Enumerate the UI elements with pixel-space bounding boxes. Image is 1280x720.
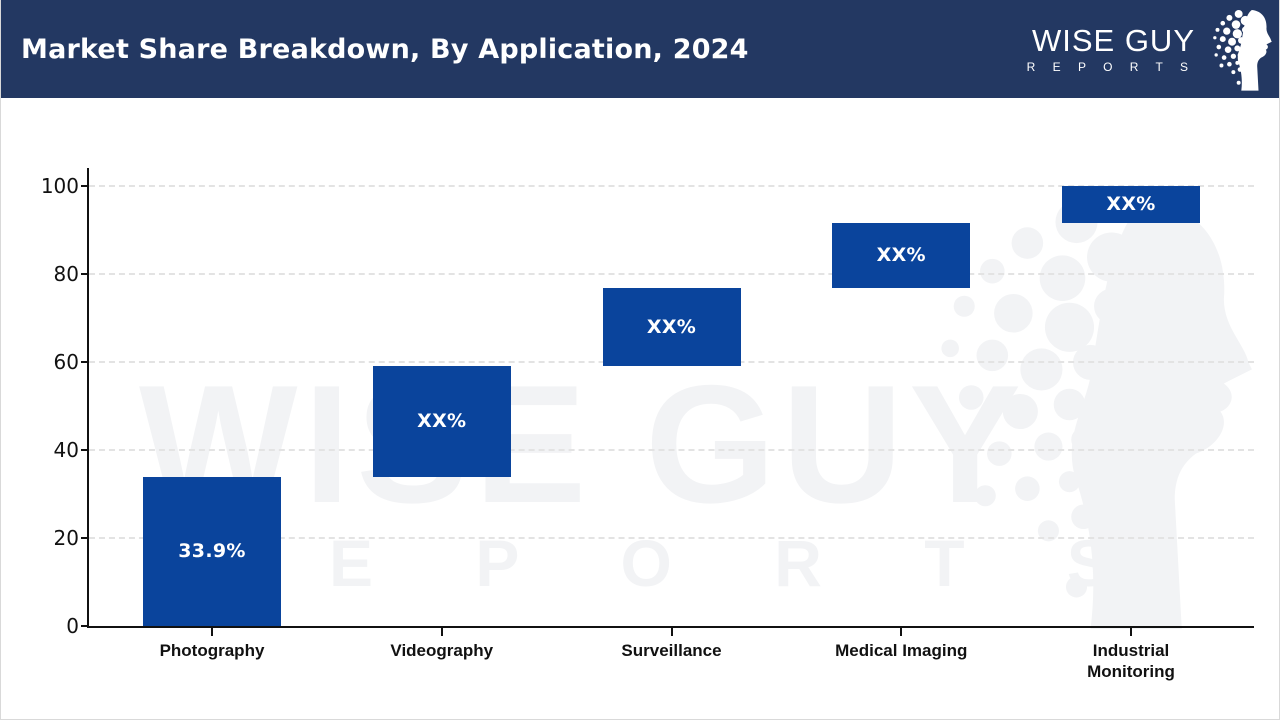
bar-medical-imaging: XX% bbox=[832, 222, 971, 288]
bar-videography: XX% bbox=[372, 365, 511, 477]
y-axis-label-100: 100 bbox=[40, 174, 79, 198]
watermark-reports: R E P O R T S bbox=[179, 526, 1153, 600]
chart-title: Market Share Breakdown, By Application, … bbox=[21, 34, 749, 65]
x-axis-tick-5 bbox=[1130, 628, 1132, 636]
brand-tagline: R E P O R T S bbox=[1026, 59, 1195, 74]
y-axis-tick-0 bbox=[81, 625, 89, 627]
bar-surveillance: XX% bbox=[602, 287, 741, 366]
x-axis-category-5: Industrial Monitoring bbox=[1087, 641, 1175, 682]
x-axis-category-3: Surveillance bbox=[621, 641, 722, 660]
gridline-y-80 bbox=[89, 273, 1254, 275]
y-axis-tick-60 bbox=[81, 361, 89, 363]
watermark-wise-guy: WISE GUY bbox=[139, 350, 1028, 538]
y-axis-label-80: 80 bbox=[53, 262, 79, 286]
waterfall-chart: WISE GUY R E P O R T S 0 20 40 60 80 100 33.9%… bbox=[1, 98, 1279, 719]
bar-value-label: XX% bbox=[417, 410, 467, 433]
brand-name: WISE GUY bbox=[1031, 22, 1195, 58]
x-axis-tick-2 bbox=[440, 628, 443, 636]
bar-value-label: XX% bbox=[1106, 193, 1156, 216]
x-axis-category-1: Photography bbox=[159, 641, 265, 660]
x-axis-tick-1 bbox=[211, 628, 213, 636]
y-axis-tick-100 bbox=[81, 185, 89, 187]
bar-industrial-monitoring: XX% bbox=[1062, 186, 1200, 223]
y-axis-label-60: 60 bbox=[53, 350, 79, 374]
x-axis-category-4: Medical Imaging bbox=[835, 641, 968, 660]
y-axis-tick-40 bbox=[81, 449, 89, 451]
brand-logo: WISE GUY R E P O R T S bbox=[1027, 0, 1277, 98]
x-axis-tick-3 bbox=[670, 628, 673, 636]
brand-logo-text: WISE GUY R E P O R T S bbox=[1027, 25, 1195, 74]
gridline-y-40 bbox=[89, 449, 1254, 451]
gridline-y-20 bbox=[89, 537, 1254, 539]
y-axis-label-40: 40 bbox=[53, 438, 79, 462]
bar-value-label: XX% bbox=[646, 315, 697, 338]
bar-value-label: 33.9% bbox=[178, 540, 246, 563]
header-band: Market Share Breakdown, By Application, … bbox=[1, 0, 1279, 98]
brand-head-icon bbox=[1213, 9, 1272, 91]
gridline-y-100 bbox=[89, 185, 1254, 187]
bar-photography: 33.9% bbox=[143, 476, 281, 626]
y-axis-tick-80 bbox=[81, 273, 89, 275]
y-axis-tick-20 bbox=[81, 537, 89, 539]
x-axis-category-2: Videography bbox=[390, 641, 494, 660]
bar-value-label: XX% bbox=[876, 244, 926, 267]
y-axis-label-20: 20 bbox=[53, 526, 79, 550]
x-axis-tick-4 bbox=[900, 628, 903, 636]
x-axis-line bbox=[87, 626, 1254, 628]
y-axis-line bbox=[87, 168, 89, 628]
y-axis-label-0: 0 bbox=[66, 614, 79, 638]
